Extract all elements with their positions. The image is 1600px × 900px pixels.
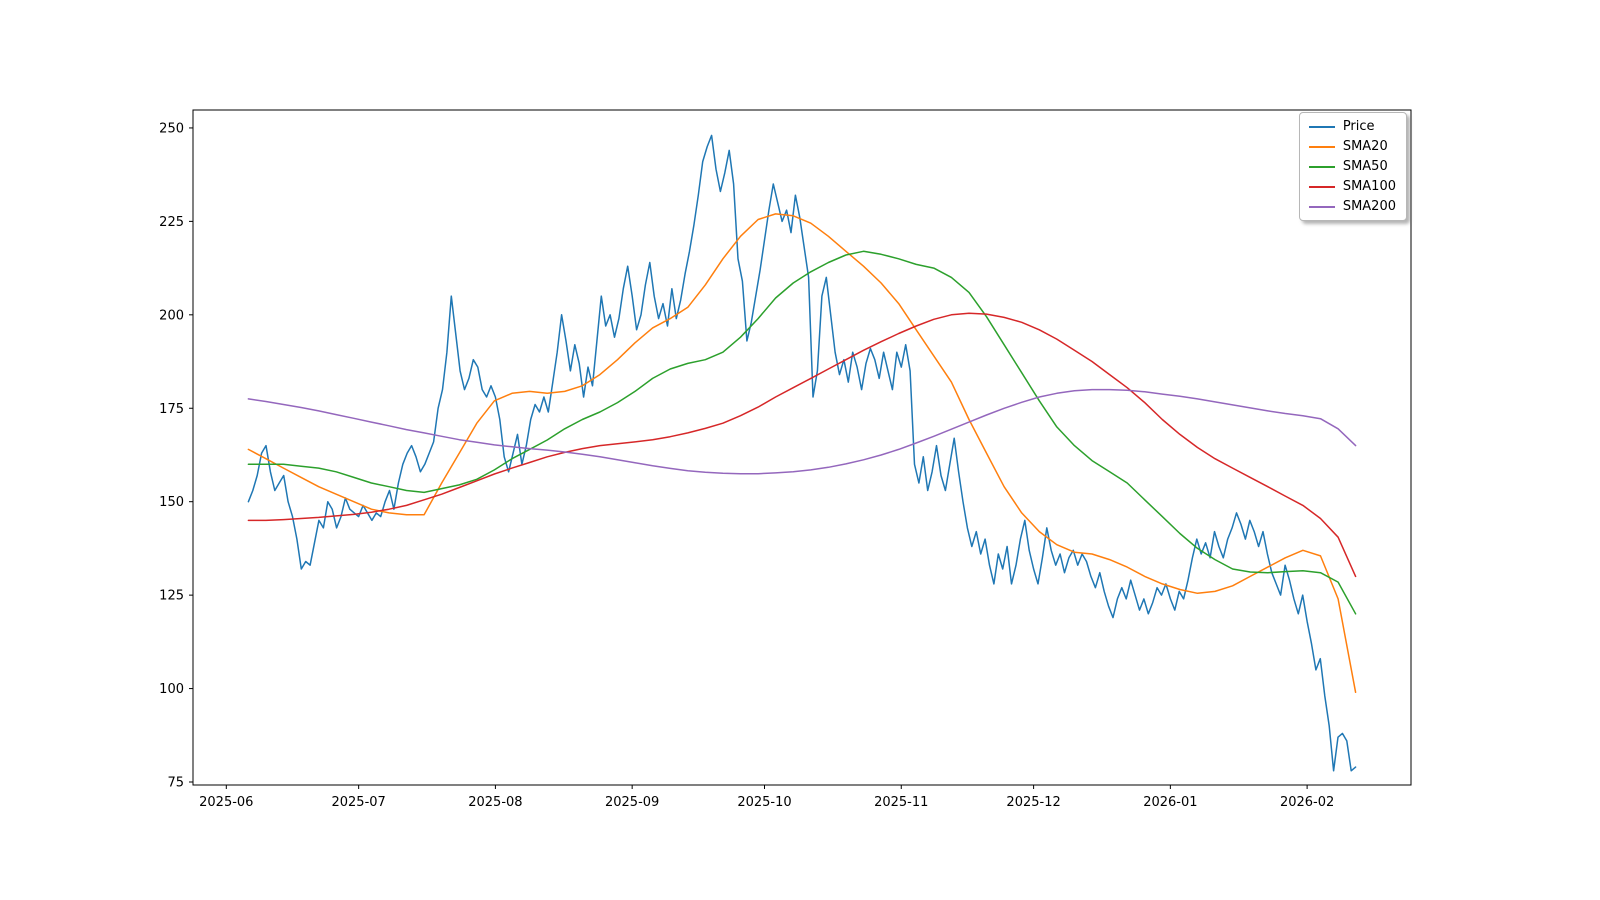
x-tick-label: 2025-10 bbox=[737, 795, 791, 810]
series-line-sma20 bbox=[247, 213, 1357, 694]
legend-line-swatch-sma100 bbox=[1308, 185, 1335, 188]
y-tick-label: 125 bbox=[159, 589, 184, 604]
legend-line-swatch-price bbox=[1308, 125, 1335, 128]
legend-line-swatch-sma20 bbox=[1308, 145, 1335, 148]
legend-label-sma50: SMA50 bbox=[1342, 159, 1388, 174]
legend-entry-sma20: SMA20 bbox=[1308, 139, 1396, 154]
y-tick-label: 200 bbox=[159, 308, 184, 323]
y-tick-label: 175 bbox=[159, 402, 184, 417]
x-tick-label: 2025-07 bbox=[331, 795, 385, 810]
y-tick-label: 100 bbox=[159, 682, 184, 697]
legend-entry-sma200: SMA200 bbox=[1308, 199, 1396, 214]
legend-label-price: Price bbox=[1342, 119, 1375, 134]
legend-label-sma100: SMA100 bbox=[1342, 179, 1396, 194]
series-line-price bbox=[247, 134, 1357, 772]
x-tick-label: 2026-01 bbox=[1143, 795, 1197, 810]
legend-line-swatch-sma200 bbox=[1308, 205, 1335, 208]
x-tick-label: 2026-02 bbox=[1280, 795, 1334, 810]
series-line-sma200 bbox=[247, 388, 1357, 475]
x-tick-label: 2025-09 bbox=[605, 795, 659, 810]
legend-entry-sma100: SMA100 bbox=[1308, 179, 1396, 194]
legend-label-sma20: SMA20 bbox=[1342, 139, 1388, 154]
legend-entry-sma50: SMA50 bbox=[1308, 159, 1396, 174]
series-line-sma50 bbox=[247, 250, 1357, 615]
axes-box bbox=[192, 109, 1412, 786]
legend-label-sma200: SMA200 bbox=[1342, 199, 1396, 214]
series-line-sma100 bbox=[247, 312, 1357, 578]
x-tick-label: 2025-11 bbox=[874, 795, 928, 810]
x-tick-label: 2025-08 bbox=[468, 795, 522, 810]
x-tick-label: 2025-06 bbox=[199, 795, 253, 810]
x-tick-label: 2025-12 bbox=[1006, 795, 1060, 810]
y-tick-label: 250 bbox=[159, 121, 184, 136]
legend-line-swatch-sma50 bbox=[1308, 165, 1335, 168]
y-tick-label: 75 bbox=[167, 776, 184, 791]
y-tick-label: 150 bbox=[159, 495, 184, 510]
y-tick-label: 225 bbox=[159, 215, 184, 230]
legend-entry-price: Price bbox=[1308, 119, 1396, 134]
legend: Price SMA20 SMA50 SMA100 SMA200 bbox=[1298, 112, 1407, 221]
